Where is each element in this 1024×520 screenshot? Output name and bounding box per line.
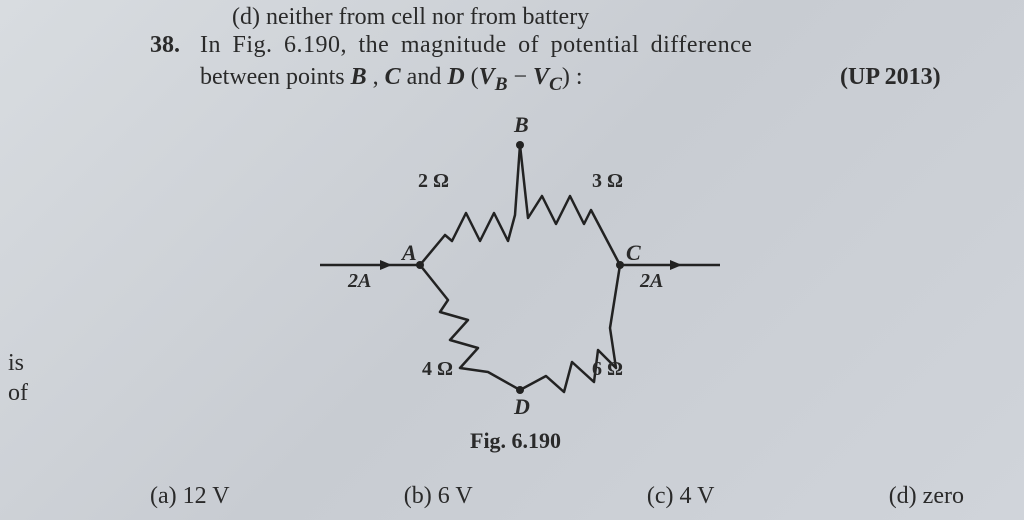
- option-c[interactable]: (c) 4 V: [647, 483, 715, 510]
- option-b[interactable]: (b) 6 V: [404, 483, 473, 510]
- point-d: D: [447, 64, 464, 90]
- option-d[interactable]: (d) zero: [889, 483, 964, 510]
- option-a[interactable]: (a) 12 V: [150, 483, 230, 510]
- vbvc-close: ): [562, 64, 570, 90]
- vbvc-v2: V: [533, 64, 549, 90]
- question-text-line2: between points B , C and D (VB − VC) :: [200, 62, 583, 98]
- resistor-dc-label: 6 Ω: [592, 358, 623, 381]
- resistor-ad-label: 4 Ω: [422, 358, 453, 381]
- point-c: C: [385, 64, 401, 90]
- qtext-2a: between points: [200, 64, 351, 90]
- node-b-label: B: [514, 112, 529, 138]
- circuit-figure: B A C D 2 Ω 3 Ω 4 Ω 6 Ω 2A 2A: [310, 100, 730, 430]
- qtext-2d: :: [570, 64, 583, 90]
- point-b: B: [351, 64, 367, 90]
- prev-option-d: (d) neither from cell nor from battery: [232, 2, 589, 33]
- margin-of: of: [8, 380, 28, 407]
- vbvc-open: (: [471, 64, 479, 90]
- resistor-bc-label: 3 Ω: [592, 170, 623, 193]
- vbvc-minus: −: [508, 64, 534, 90]
- current-left-label: 2A: [348, 270, 371, 293]
- node-a-label: A: [402, 240, 417, 266]
- vbvc-b: B: [495, 74, 508, 95]
- question-number: 38.: [150, 30, 180, 61]
- exam-ref: (UP 2013): [840, 62, 941, 93]
- resistor-ab-label: 2 Ω: [418, 170, 449, 193]
- answer-options: (a) 12 V (b) 6 V (c) 4 V (d) zero: [150, 483, 964, 510]
- qtext-2c: and: [401, 64, 448, 90]
- question-text-line1: In Fig. 6.190, the magnitude of potentia…: [200, 30, 752, 61]
- node-d-label: D: [514, 394, 530, 420]
- vbvc-v1: V: [479, 64, 495, 90]
- figure-caption: Fig. 6.190: [470, 428, 561, 454]
- margin-is: is: [8, 350, 24, 377]
- vbvc-c: C: [549, 74, 562, 95]
- qtext-2b: ,: [367, 64, 385, 90]
- node-c-label: C: [626, 240, 641, 266]
- current-right-label: 2A: [640, 270, 663, 293]
- circuit-svg: [310, 100, 730, 430]
